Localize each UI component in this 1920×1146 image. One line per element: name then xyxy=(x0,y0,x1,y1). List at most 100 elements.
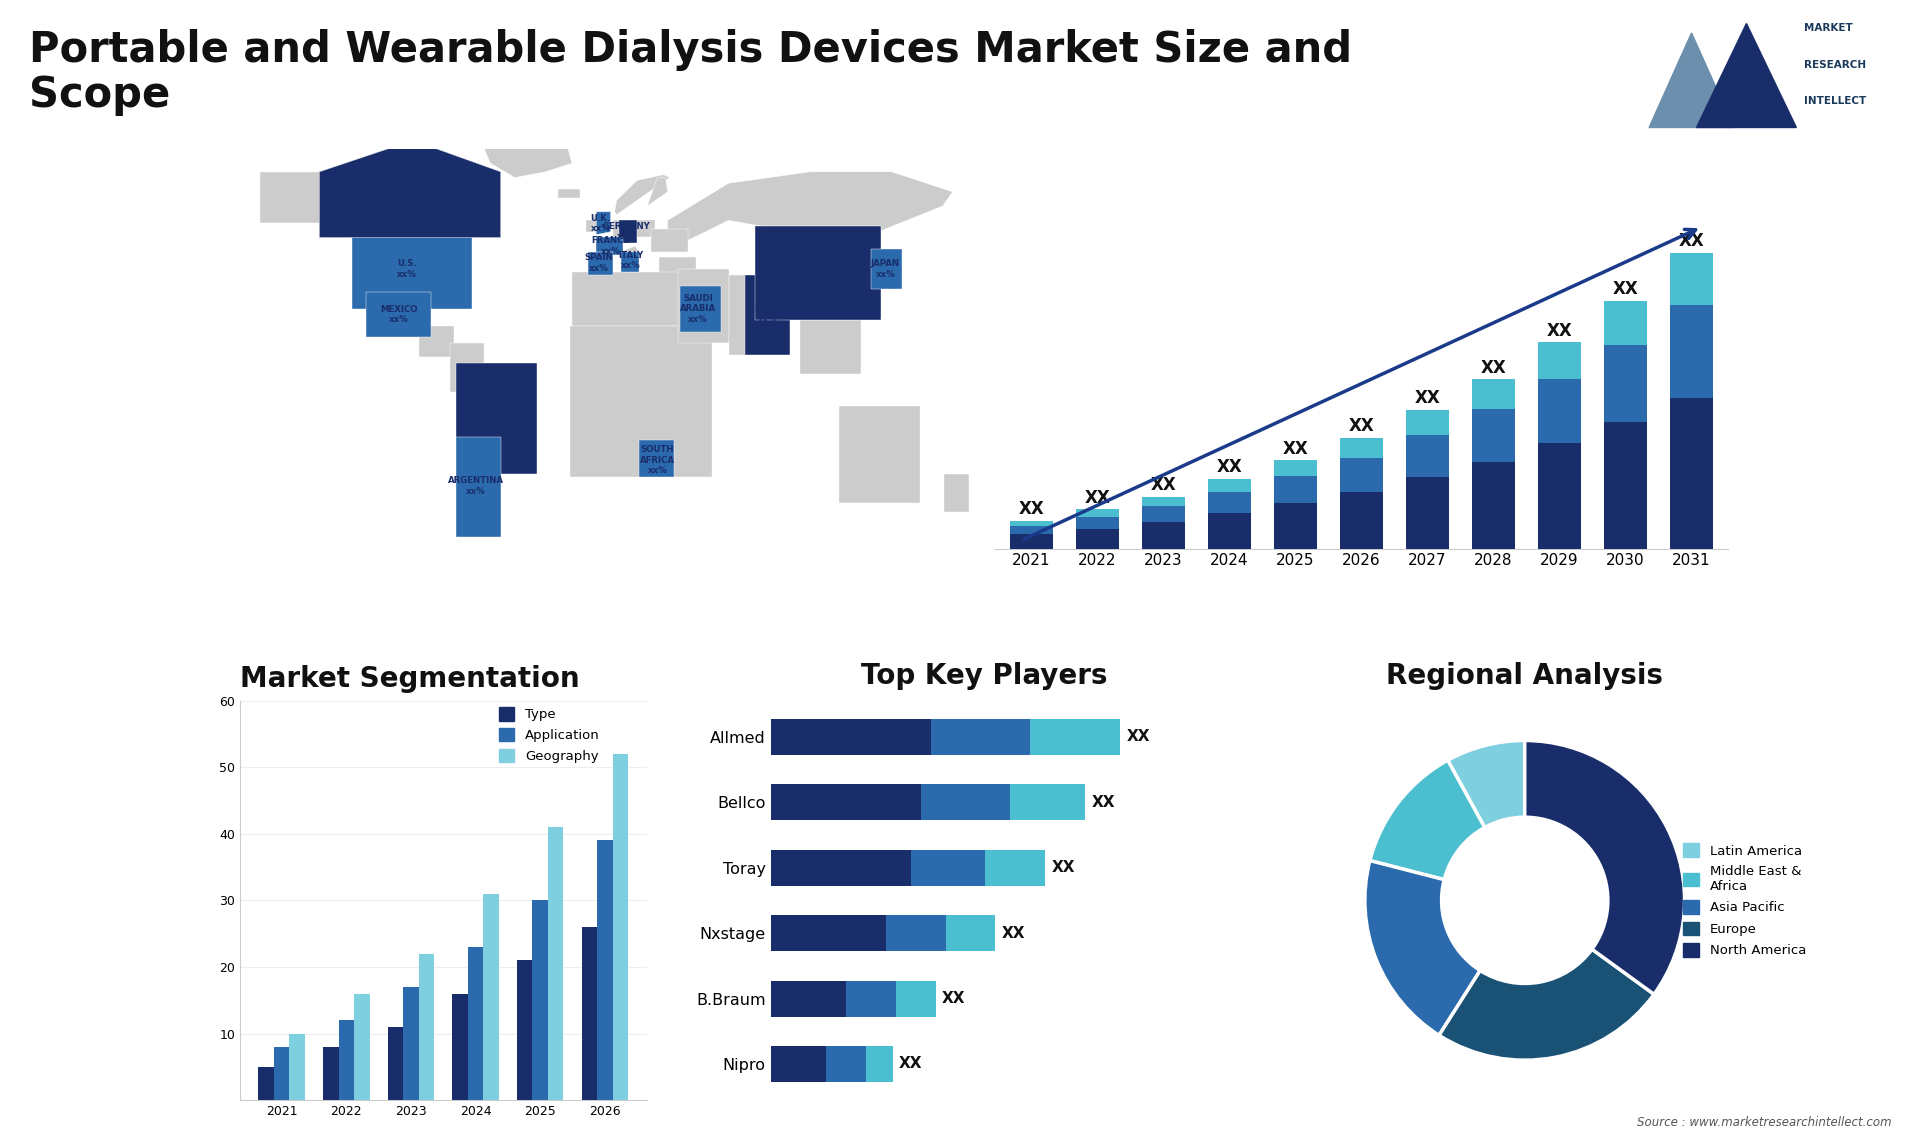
Polygon shape xyxy=(872,249,902,289)
Text: XX: XX xyxy=(1150,476,1177,494)
Polygon shape xyxy=(1697,23,1797,127)
Text: INTELLECT: INTELLECT xyxy=(1803,96,1866,105)
Bar xyxy=(826,1046,866,1082)
Wedge shape xyxy=(1448,740,1524,827)
Text: CHINA
xx%: CHINA xx% xyxy=(804,265,835,284)
Bar xyxy=(484,894,499,1100)
Text: BRAZIL
xx%: BRAZIL xx% xyxy=(482,408,516,427)
Polygon shape xyxy=(639,440,674,477)
Text: SPAIN
xx%: SPAIN xx% xyxy=(584,253,612,273)
Polygon shape xyxy=(620,252,639,272)
Bar xyxy=(597,840,612,1100)
Text: XX: XX xyxy=(1548,322,1572,339)
Polygon shape xyxy=(614,174,670,214)
Polygon shape xyxy=(597,237,622,254)
Bar xyxy=(275,1047,290,1100)
Text: XX: XX xyxy=(1348,417,1375,435)
Bar xyxy=(1473,409,1515,462)
Wedge shape xyxy=(1524,740,1684,995)
Bar xyxy=(419,953,434,1100)
Bar xyxy=(770,719,931,755)
Polygon shape xyxy=(589,212,611,235)
Bar xyxy=(353,994,371,1100)
Bar xyxy=(1208,492,1252,513)
Bar xyxy=(1275,503,1317,549)
Bar xyxy=(770,849,910,886)
Legend: Type, Application, Geography: Type, Application, Geography xyxy=(499,707,599,763)
Polygon shape xyxy=(755,226,881,320)
Polygon shape xyxy=(618,220,637,243)
Polygon shape xyxy=(367,292,432,337)
Bar xyxy=(1473,379,1515,409)
Polygon shape xyxy=(455,363,538,474)
Bar xyxy=(1605,345,1647,422)
Bar xyxy=(1538,343,1580,379)
Legend: Latin America, Middle East &
Africa, Asia Pacific, Europe, North America: Latin America, Middle East & Africa, Asi… xyxy=(1684,843,1807,957)
Text: JAPAN
xx%: JAPAN xx% xyxy=(872,259,900,278)
Polygon shape xyxy=(419,325,453,358)
Polygon shape xyxy=(455,438,501,537)
Text: XX: XX xyxy=(1415,390,1440,407)
Polygon shape xyxy=(680,286,720,331)
Wedge shape xyxy=(1369,760,1484,880)
Bar xyxy=(1142,521,1185,549)
Text: FRANCE
xx%: FRANCE xx% xyxy=(591,236,630,256)
Text: U.K.
xx%: U.K. xx% xyxy=(589,213,611,233)
Polygon shape xyxy=(745,275,789,354)
Bar xyxy=(770,981,845,1017)
Bar xyxy=(1340,492,1382,549)
Text: XX: XX xyxy=(1217,458,1242,477)
Bar xyxy=(1405,434,1450,478)
Circle shape xyxy=(1442,817,1607,983)
Polygon shape xyxy=(321,141,501,237)
Bar xyxy=(1075,517,1119,528)
Polygon shape xyxy=(455,438,501,537)
Polygon shape xyxy=(319,141,501,237)
Polygon shape xyxy=(636,220,655,237)
Text: U.S.
xx%: U.S. xx% xyxy=(397,259,417,278)
Polygon shape xyxy=(484,141,572,178)
Text: Scope: Scope xyxy=(29,74,171,117)
Text: XX: XX xyxy=(1480,359,1507,377)
Bar xyxy=(770,1046,826,1082)
Bar xyxy=(403,987,419,1100)
Bar xyxy=(1075,510,1119,517)
Polygon shape xyxy=(1711,48,1761,127)
Text: XX: XX xyxy=(1283,440,1308,458)
Bar xyxy=(338,1020,353,1100)
Polygon shape xyxy=(668,172,952,241)
Text: SOUTH
AFRICA
xx%: SOUTH AFRICA xx% xyxy=(639,446,676,476)
Bar xyxy=(770,784,920,821)
Bar xyxy=(1405,410,1450,434)
Text: ARGENTINA
xx%: ARGENTINA xx% xyxy=(447,476,505,495)
Polygon shape xyxy=(351,237,472,308)
Polygon shape xyxy=(620,246,639,272)
Bar xyxy=(612,754,628,1100)
Bar xyxy=(945,915,995,951)
Text: XX: XX xyxy=(1085,489,1110,507)
Polygon shape xyxy=(945,474,970,511)
Text: GERMANY
xx%: GERMANY xx% xyxy=(603,222,651,242)
Text: XX: XX xyxy=(1018,501,1044,518)
Polygon shape xyxy=(557,189,580,197)
Text: MARKET: MARKET xyxy=(1803,23,1853,33)
Bar xyxy=(1605,422,1647,549)
Bar xyxy=(931,719,1031,755)
Text: ITALY
xx%: ITALY xx% xyxy=(618,251,643,270)
Polygon shape xyxy=(597,212,611,235)
Bar xyxy=(910,849,985,886)
Wedge shape xyxy=(1440,949,1653,1060)
Polygon shape xyxy=(588,252,612,275)
Text: XX: XX xyxy=(899,1057,922,1072)
Bar xyxy=(1010,526,1052,534)
Polygon shape xyxy=(659,258,697,275)
Text: XX: XX xyxy=(1052,861,1075,876)
Bar xyxy=(895,981,935,1017)
Bar xyxy=(547,827,563,1100)
Bar xyxy=(1142,505,1185,521)
Polygon shape xyxy=(730,275,789,354)
Text: SAUDI
ARABIA
xx%: SAUDI ARABIA xx% xyxy=(680,293,716,323)
Wedge shape xyxy=(1365,861,1480,1035)
Polygon shape xyxy=(449,343,484,392)
Bar xyxy=(1075,528,1119,549)
